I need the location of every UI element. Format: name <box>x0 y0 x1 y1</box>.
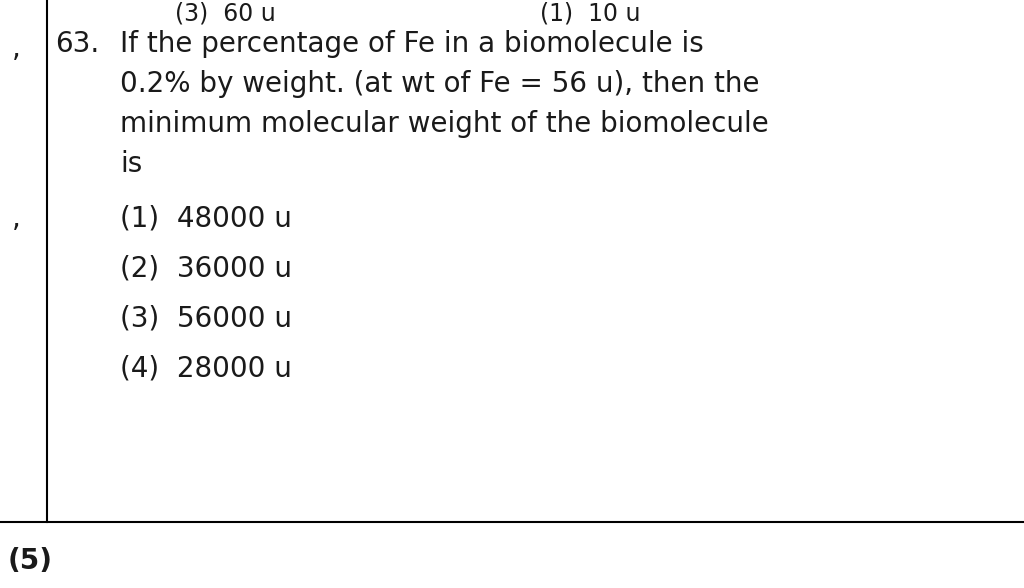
Text: (2)  36000 u: (2) 36000 u <box>120 255 292 283</box>
Text: is: is <box>120 150 142 178</box>
Text: (1)  48000 u: (1) 48000 u <box>120 205 292 233</box>
Text: (5): (5) <box>8 547 53 575</box>
Text: If the percentage of Fe in a biomolecule is: If the percentage of Fe in a biomolecule… <box>120 30 703 58</box>
Text: (4)  28000 u: (4) 28000 u <box>120 355 292 383</box>
Text: (3)  56000 u: (3) 56000 u <box>120 305 292 333</box>
Text: ,: , <box>12 205 20 233</box>
Text: 0.2% by weight. (at wt of Fe = 56 u), then the: 0.2% by weight. (at wt of Fe = 56 u), th… <box>120 70 760 98</box>
Text: (1)  10 u: (1) 10 u <box>540 2 640 26</box>
Text: (3)  60 u: (3) 60 u <box>175 2 275 26</box>
Text: ,: , <box>12 35 20 63</box>
Text: 63.: 63. <box>55 30 99 58</box>
Text: minimum molecular weight of the biomolecule: minimum molecular weight of the biomolec… <box>120 110 769 138</box>
